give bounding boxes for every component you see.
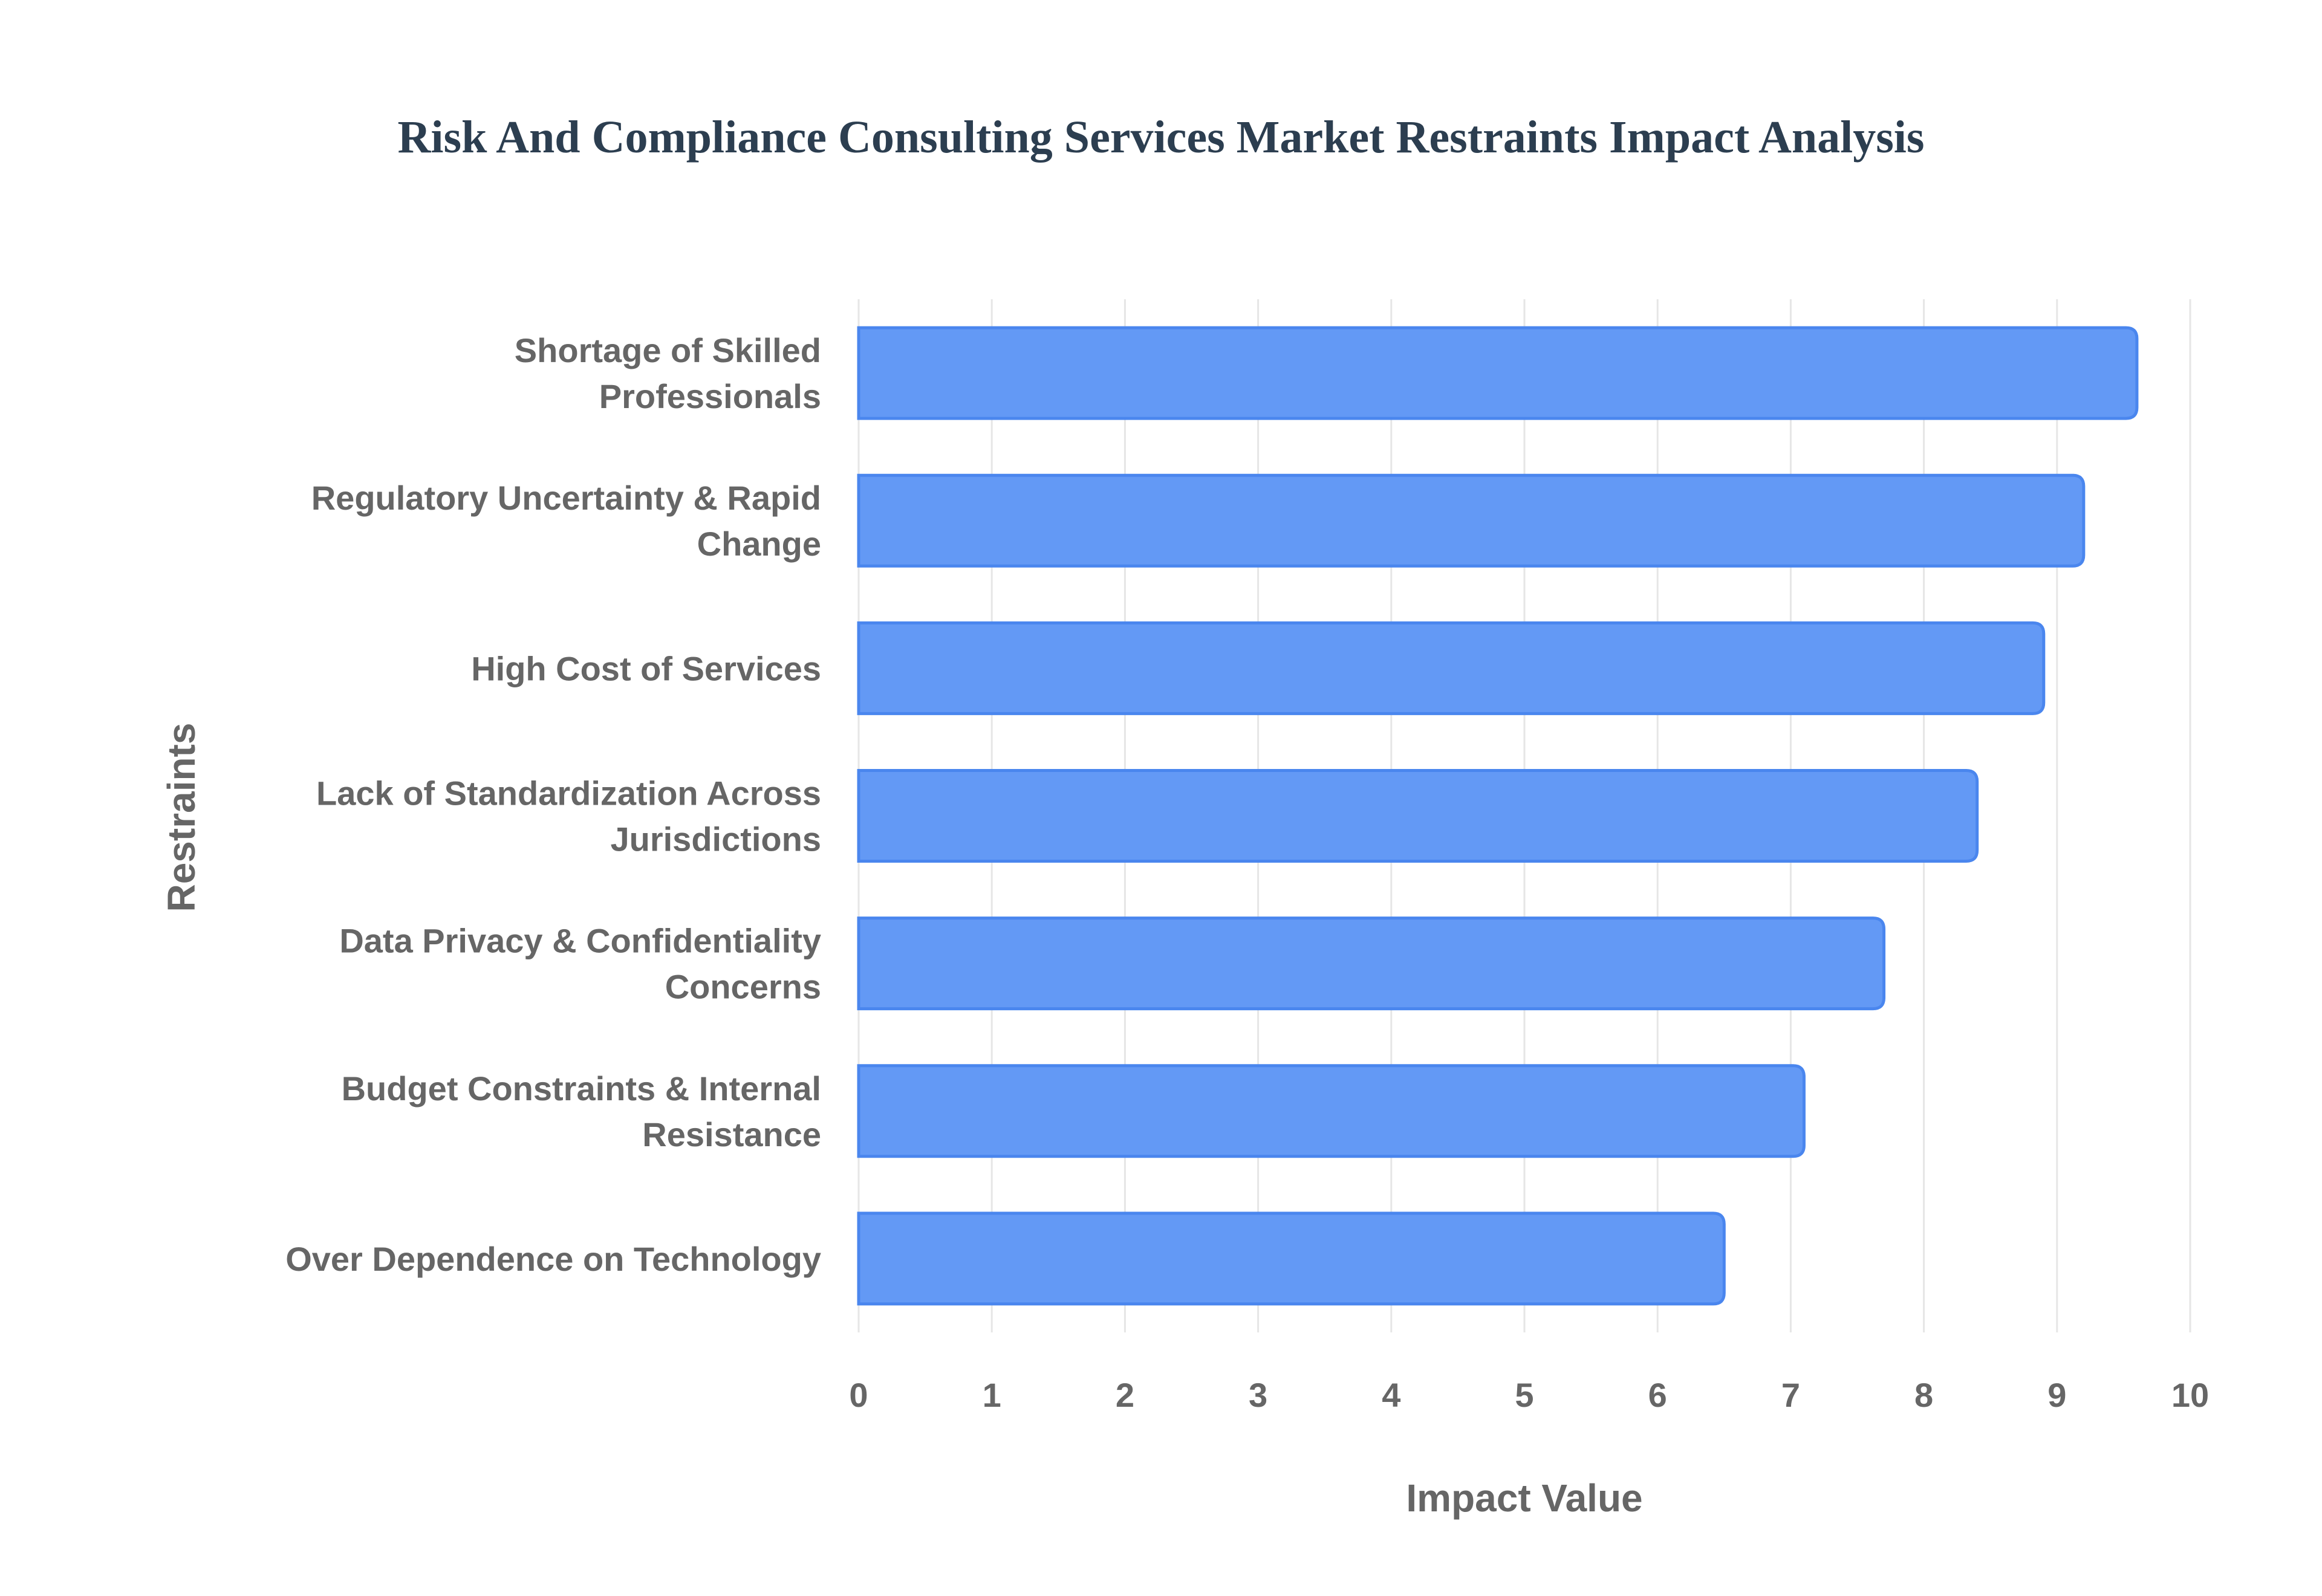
category-label-line: Shortage of Skilled — [515, 331, 821, 369]
category-label-line: Budget Constraints & Internal — [342, 1069, 821, 1108]
category-label: Budget Constraints & Internal Resistance — [342, 1069, 821, 1153]
x-tick-label: 8 — [1914, 1376, 1933, 1414]
x-tick-label: 4 — [1382, 1376, 1400, 1414]
category-label: Data Privacy & Confidentiality Concerns — [339, 922, 821, 1006]
category-label-line: High Cost of Services — [471, 649, 821, 687]
y-axis-title: Restraints — [160, 723, 203, 912]
x-tick-label: 7 — [1781, 1376, 1800, 1414]
bar — [857, 621, 2046, 715]
x-tick-label: 9 — [2047, 1376, 2066, 1414]
chart-title: Risk And Compliance Consulting Services … — [398, 112, 1925, 163]
x-tick-label: 2 — [1116, 1376, 1134, 1414]
category-label: Lack of Standardization Across Jurisdicti… — [316, 774, 821, 858]
x-tick-label: 10 — [2171, 1376, 2209, 1414]
category-label-line: Resistance — [642, 1115, 821, 1153]
bar — [857, 1064, 1806, 1158]
category-label: High Cost of Services — [471, 649, 821, 687]
x-tick-label: 3 — [1249, 1376, 1267, 1414]
category-labels: Shortage of Skilled Professionals Regulato… — [285, 331, 821, 1278]
category-label-line: Data Privacy & Confidentiality — [339, 922, 821, 960]
x-tick-label: 1 — [983, 1376, 1001, 1414]
category-label-line: Lack of Standardization Across — [316, 774, 821, 813]
x-tick-labels: 0 1 2 3 4 5 6 7 8 9 10 — [849, 1376, 2209, 1414]
bar — [857, 1212, 1726, 1306]
bar — [857, 326, 2139, 420]
category-label-line: Professionals — [599, 377, 821, 415]
x-tick-label: 6 — [1648, 1376, 1667, 1414]
category-label-line: Regulatory Uncertainty & Rapid — [311, 479, 821, 517]
x-axis-title: Impact Value — [1406, 1476, 1642, 1520]
category-label: Regulatory Uncertainty & Rapid Change — [311, 479, 821, 563]
bar — [857, 769, 1979, 863]
bar — [857, 916, 1886, 1011]
bar — [857, 473, 2086, 568]
x-tick-label: 0 — [849, 1376, 868, 1414]
category-label-line: Change — [697, 525, 821, 563]
category-label-line: Concerns — [665, 968, 821, 1006]
bars — [857, 326, 2139, 1306]
category-label: Shortage of Skilled Professionals — [515, 331, 821, 415]
category-label: Over Dependence on Technology — [285, 1240, 821, 1278]
category-label-line: Jurisdictions — [610, 820, 821, 858]
x-tick-label: 5 — [1515, 1376, 1533, 1414]
category-label-line: Over Dependence on Technology — [285, 1240, 821, 1278]
